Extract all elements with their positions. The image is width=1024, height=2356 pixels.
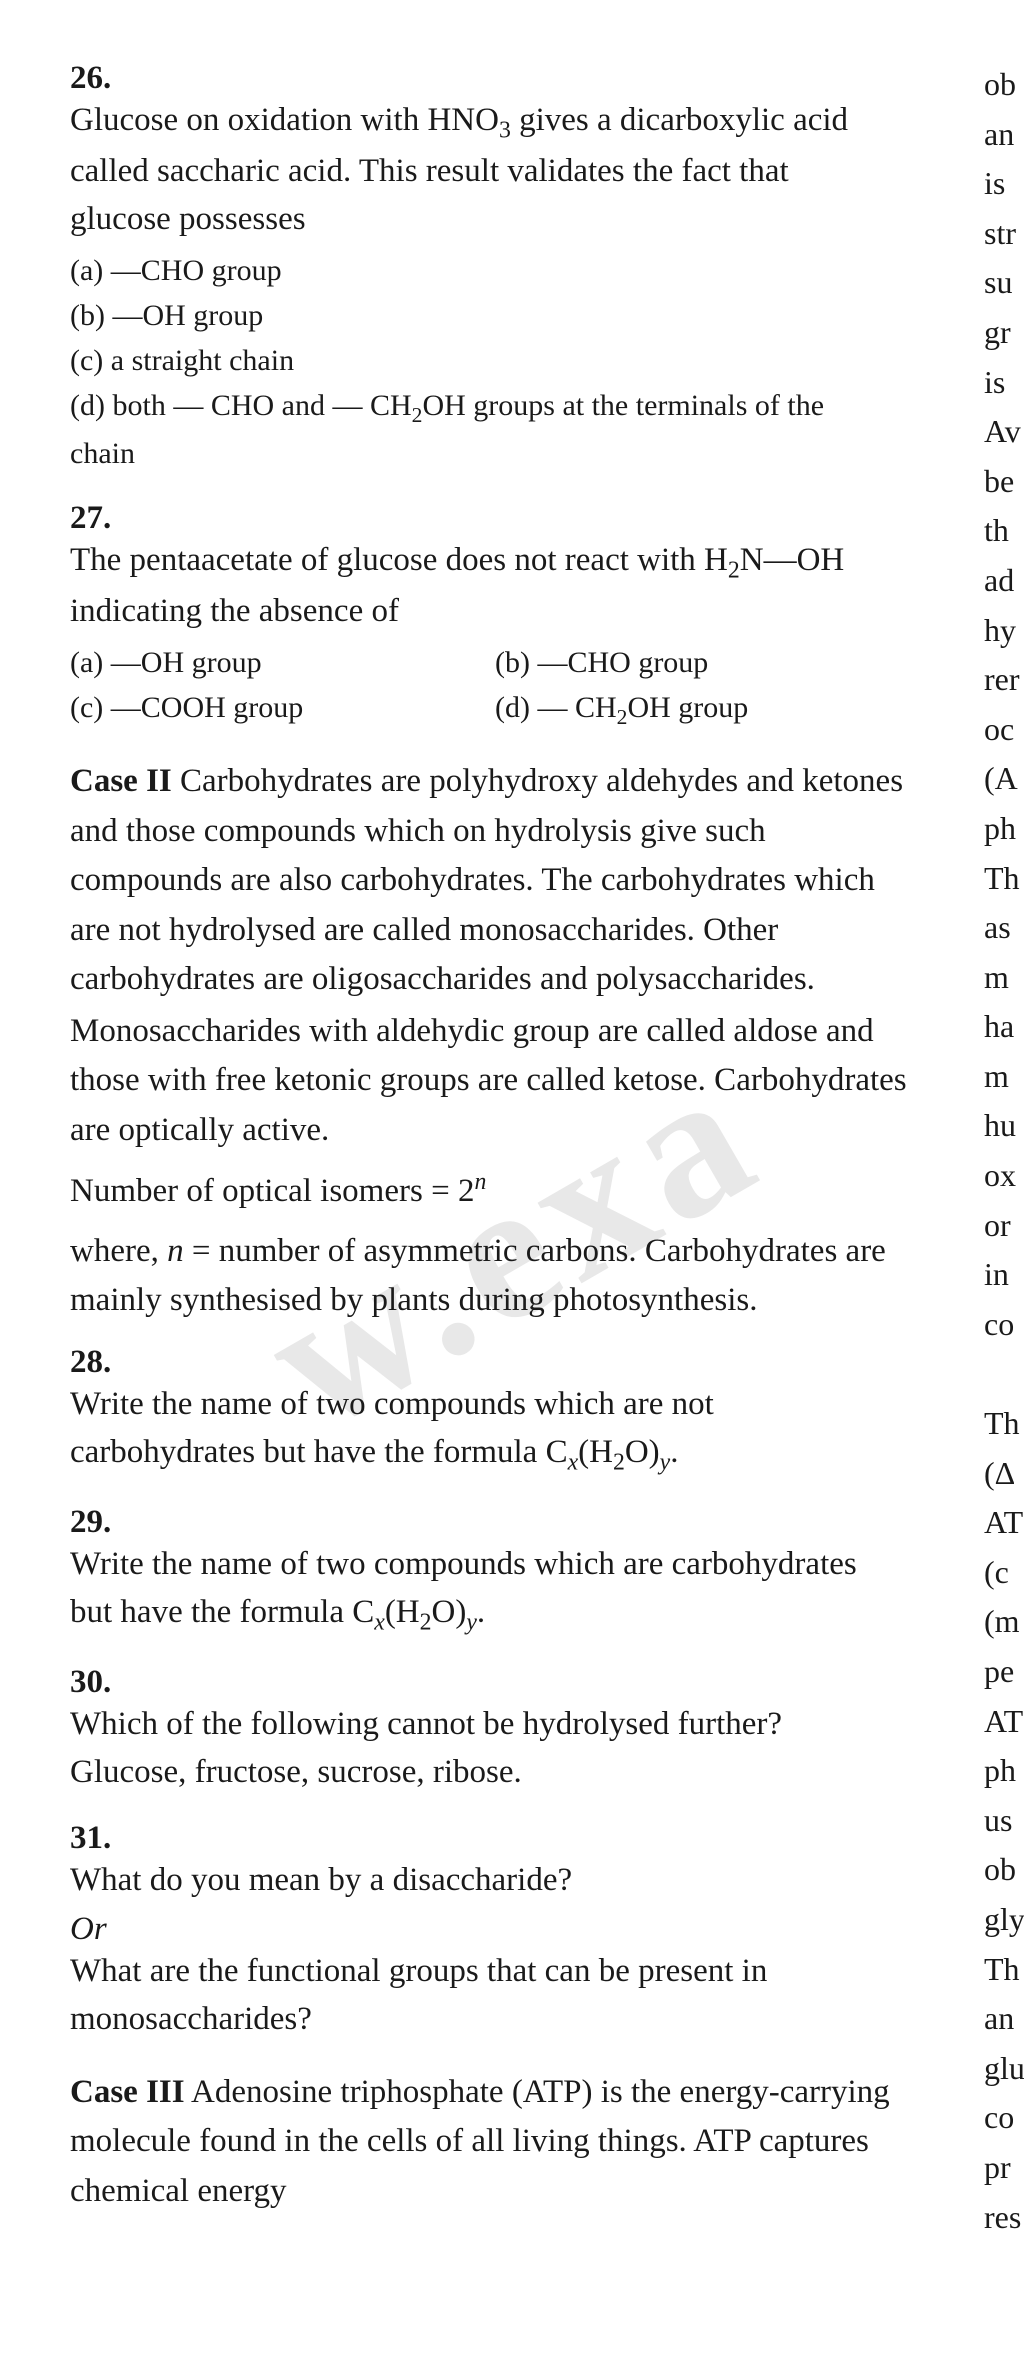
question-number: 28. xyxy=(70,1344,128,1381)
cutoff-fragment: co xyxy=(984,2093,1024,2143)
cutoff-fragment: Av xyxy=(984,407,1024,457)
question-number: 31. xyxy=(70,1820,128,1857)
question-27: 27. The pentaacetate of glucose does not… xyxy=(70,500,920,733)
question-30: 30. Which of the following cannot be hyd… xyxy=(70,1664,920,1797)
cutoff-fragment: is xyxy=(984,358,1024,408)
cutoff-fragment: m xyxy=(984,953,1024,1003)
cutoff-fragment: oc xyxy=(984,705,1024,755)
cutoff-fragment: ad xyxy=(984,556,1024,606)
cutoff-fragment: su xyxy=(984,258,1024,308)
cutoff-fragment: Th xyxy=(984,1945,1024,1995)
question-28: 28. Write the name of two compounds whic… xyxy=(70,1344,920,1480)
option-a: (a) —OH group xyxy=(70,640,435,685)
cutoff-fragment: (A xyxy=(984,754,1024,804)
page: w.exa 26. Glucose on oxidation with HNO3… xyxy=(0,0,1024,2356)
question-31: 31. What do you mean by a disaccharide? … xyxy=(70,1820,920,2044)
cutoff-fragment: gly xyxy=(984,1895,1024,1945)
option-b: (b) —CHO group xyxy=(495,640,860,685)
cutoff-fragment: ha xyxy=(984,1002,1024,1052)
cutoff-fragment: (c xyxy=(984,1548,1024,1598)
cutoff-fragment: us xyxy=(984,1796,1024,1846)
cutoff-fragment xyxy=(984,1349,1024,1399)
question-29: 29. Write the name of two compounds whic… xyxy=(70,1504,920,1640)
question-number: 27. xyxy=(70,500,128,537)
cutoff-fragment: m xyxy=(984,1052,1024,1102)
question-body: The pentaacetate of glucose does not rea… xyxy=(70,537,860,733)
or-body: What are the functional groups that can … xyxy=(70,1948,860,2044)
cutoff-fragment: in xyxy=(984,1250,1024,1300)
cutoff-fragment: is xyxy=(984,159,1024,209)
cutoff-fragment: glu xyxy=(984,2044,1024,2094)
cutoff-fragment: hu xyxy=(984,1101,1024,1151)
cutoff-fragment: ph xyxy=(984,1746,1024,1796)
case-2-para-3: Number of optical isomers = 2n xyxy=(70,1165,920,1217)
case-2-para-2: Monosaccharides with aldehydic group are… xyxy=(70,1007,920,1156)
cutoff-fragment: pr xyxy=(984,2143,1024,2193)
cutoff-fragment: an xyxy=(984,1994,1024,2044)
cutoff-fragment: Th xyxy=(984,1399,1024,1449)
cutoff-fragment: hy xyxy=(984,606,1024,656)
question-stem: Glucose on oxidation with HNO3 gives a d… xyxy=(70,102,848,237)
question-body: Which of the following cannot be hydroly… xyxy=(70,1701,860,1797)
cutoff-fragment: Th xyxy=(984,854,1024,904)
main-content: 26. Glucose on oxidation with HNO3 gives… xyxy=(0,0,920,2278)
question-number: 26. xyxy=(70,60,128,97)
question-body: What do you mean by a disaccharide? xyxy=(70,1857,860,1905)
or-label: Or xyxy=(70,1911,128,1948)
cutoff-fragment: ph xyxy=(984,804,1024,854)
question-body: Write the name of two compounds which ar… xyxy=(70,1541,860,1640)
cutoff-fragment: ob xyxy=(984,60,1024,110)
cutoff-fragment: an xyxy=(984,110,1024,160)
option-d: (d) both — CHO and — CH2OH groups at the… xyxy=(70,383,860,476)
cutoff-fragment: as xyxy=(984,903,1024,953)
cutoff-fragment: gr xyxy=(984,308,1024,358)
question-body: Write the name of two compounds which ar… xyxy=(70,1381,860,1480)
option-b: (b) —OH group xyxy=(70,293,860,338)
cutoff-fragment: rer xyxy=(984,655,1024,705)
case-2-heading: Case II Carbohydrates are polyhydroxy al… xyxy=(70,757,920,1005)
options: (a) —OH group (b) —CHO group (c) —COOH g… xyxy=(70,640,860,733)
option-c: (c) a straight chain xyxy=(70,338,860,383)
question-number: 30. xyxy=(70,1664,128,1701)
cutoff-fragment: (m xyxy=(984,1597,1024,1647)
cutoff-fragment: str xyxy=(984,209,1024,259)
cutoff-fragment: th xyxy=(984,506,1024,556)
case-3-heading: Case III Adenosine triphosphate (ATP) is… xyxy=(70,2068,920,2217)
question-26: 26. Glucose on oxidation with HNO3 gives… xyxy=(70,60,920,476)
option-a: (a) —CHO group xyxy=(70,248,860,293)
cutoff-fragment: AT xyxy=(984,1498,1024,1548)
question-number: 29. xyxy=(70,1504,128,1541)
cutoff-fragment: be xyxy=(984,457,1024,507)
question-body: Glucose on oxidation with HNO3 gives a d… xyxy=(70,97,860,476)
question-stem: The pentaacetate of glucose does not rea… xyxy=(70,542,844,629)
cutoff-text-column: obanisstrsugrisAvbethadhyreroc(AphThasmh… xyxy=(984,60,1024,2242)
cutoff-fragment: res xyxy=(984,2193,1024,2243)
cutoff-fragment: or xyxy=(984,1201,1024,1251)
case-2-para-4: where, n = number of asymmetric carbons.… xyxy=(70,1227,920,1326)
cutoff-fragment: co xyxy=(984,1300,1024,1350)
option-c: (c) —COOH group xyxy=(70,685,435,733)
cutoff-fragment: ox xyxy=(984,1151,1024,1201)
cutoff-fragment: (Δ xyxy=(984,1449,1024,1499)
cutoff-fragment: pe xyxy=(984,1647,1024,1697)
option-d: (d) — CH2OH group xyxy=(495,685,860,733)
options: (a) —CHO group (b) —OH group (c) a strai… xyxy=(70,248,860,476)
cutoff-fragment: ob xyxy=(984,1845,1024,1895)
cutoff-fragment: AT xyxy=(984,1697,1024,1747)
